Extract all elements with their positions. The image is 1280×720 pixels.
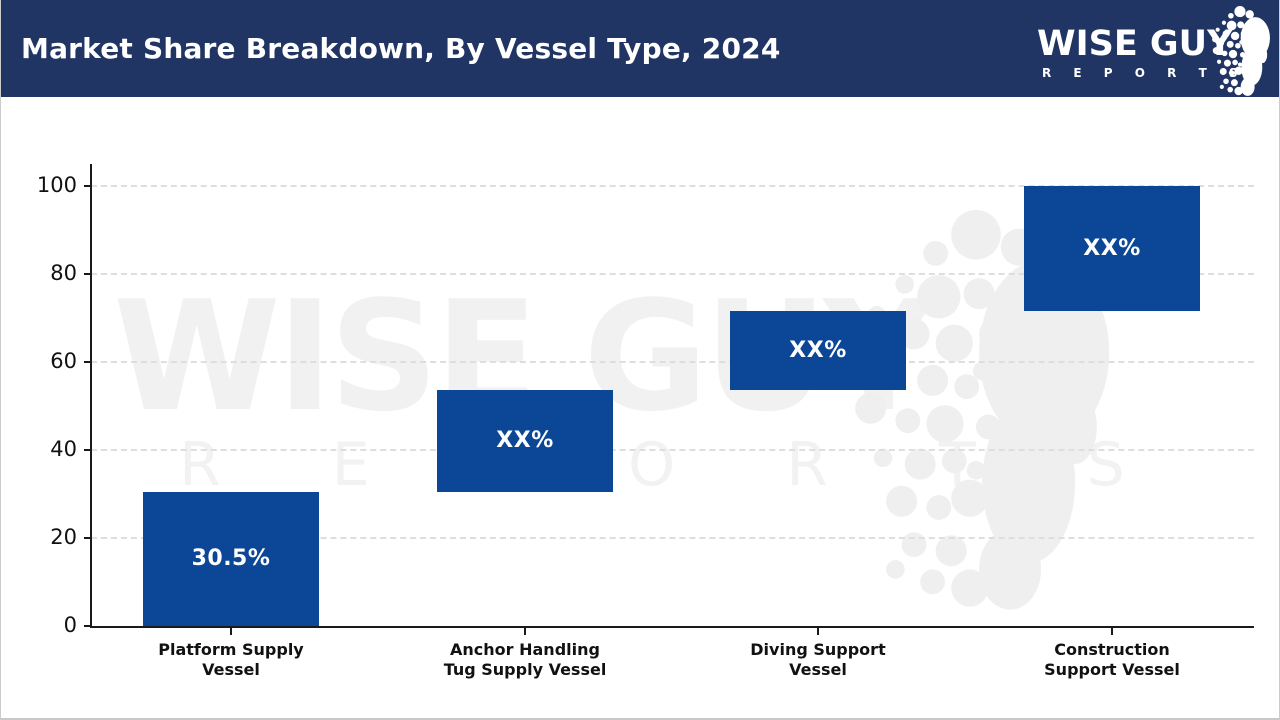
bar-segment: XX% — [1024, 186, 1200, 311]
y-tick-label: 100 — [36, 173, 77, 197]
x-axis-line — [90, 626, 1254, 628]
x-category-label: Construction Support Vessel — [982, 640, 1242, 680]
y-tick-label: 40 — [50, 437, 77, 461]
gridline-40 — [91, 449, 1254, 451]
bar-value-label: 30.5% — [191, 546, 271, 572]
x-category-label-line: Platform Supply — [158, 640, 304, 659]
x-category-label-line: Anchor Handling — [450, 640, 600, 659]
bar-value-label: XX% — [1083, 235, 1141, 261]
brand-logo: WISE GUY R E P O R T S — [1009, 6, 1271, 96]
bar-value-label: XX% — [789, 338, 847, 364]
x-category-label: Platform Supply Vessel — [101, 640, 361, 680]
x-category-label-line: Vessel — [202, 660, 260, 679]
bar-segment: 30.5% — [143, 491, 319, 626]
y-tick-0 — [84, 625, 91, 627]
gridline-60 — [91, 361, 1254, 363]
y-axis-line — [90, 164, 92, 628]
y-tick-20 — [84, 537, 91, 539]
x-category-label-line: Tug Supply Vessel — [443, 660, 607, 679]
x-category-label-line: Vessel — [789, 660, 847, 679]
gridline-80 — [91, 273, 1254, 275]
bar-segment: XX% — [730, 310, 906, 391]
x-tick — [817, 628, 819, 635]
y-tick-40 — [84, 449, 91, 451]
brand-logo-text: WISE GUY — [1037, 24, 1233, 64]
gridline-20 — [91, 537, 1254, 539]
dotted-face-icon — [1212, 6, 1270, 96]
y-tick-60 — [84, 361, 91, 363]
x-tick — [524, 628, 526, 635]
y-tick-100 — [84, 185, 91, 187]
y-tick-label: 60 — [50, 349, 77, 373]
x-category-label-line: Support Vessel — [1044, 660, 1180, 679]
x-category-label-line: Diving Support — [750, 640, 886, 659]
x-category-label: Anchor Handling Tug Supply Vessel — [395, 640, 655, 680]
header: Market Share Breakdown, By Vessel Type, … — [1, 0, 1279, 97]
x-tick — [230, 628, 232, 635]
y-tick-80 — [84, 273, 91, 275]
x-tick — [1111, 628, 1113, 635]
y-tick-label: 80 — [50, 261, 77, 285]
y-tick-label: 0 — [63, 613, 77, 637]
x-category-label-line: Construction — [1054, 640, 1170, 659]
bar-segment: XX% — [437, 390, 613, 492]
brand-logo-subtext: R E P O R T S — [1042, 66, 1247, 80]
y-tick-label: 20 — [50, 525, 77, 549]
gridline-100 — [91, 185, 1254, 187]
x-category-label: Diving Support Vessel — [688, 640, 948, 680]
page-title: Market Share Breakdown, By Vessel Type, … — [21, 32, 781, 65]
bar-value-label: XX% — [496, 428, 554, 454]
